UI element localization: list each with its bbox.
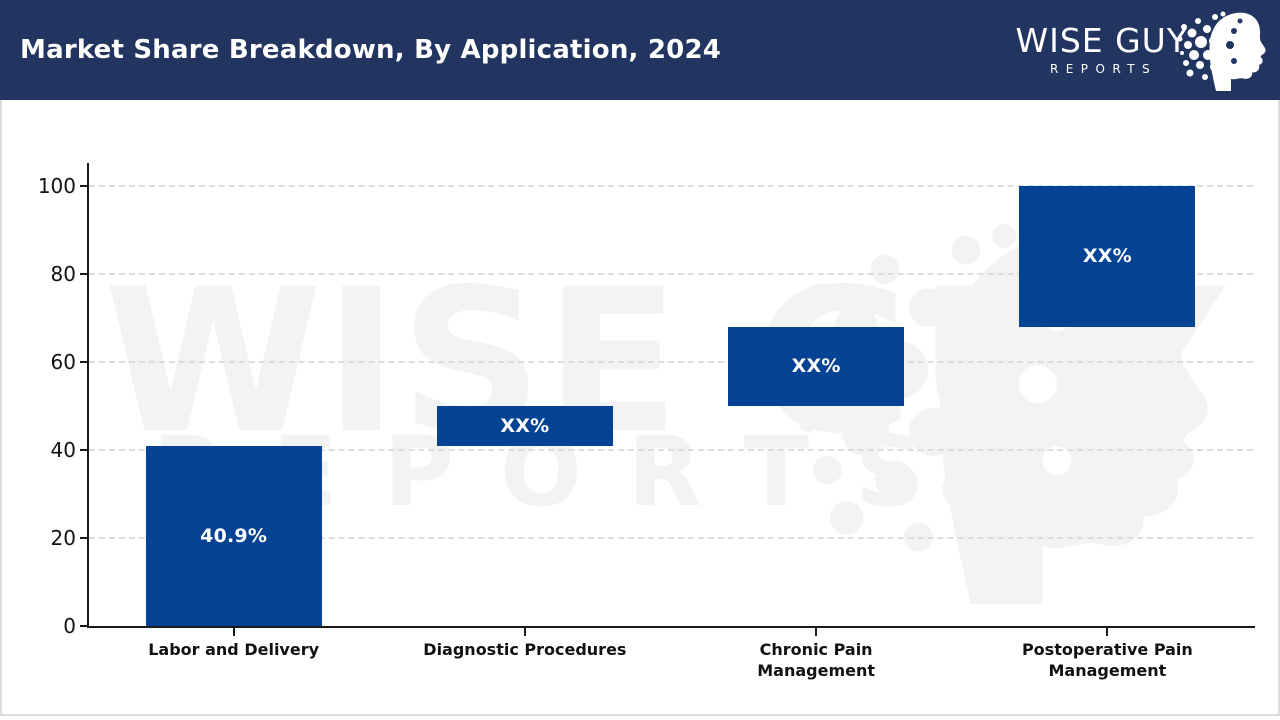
x-tick-3 — [815, 628, 818, 636]
gridline-20 — [89, 537, 1253, 539]
x-tick-1 — [232, 628, 235, 636]
y-axis-line — [87, 163, 89, 628]
logo-sub-text: REPORTS — [1049, 62, 1158, 76]
y-tick-20 — [80, 537, 88, 539]
y-tick-label-40: 40 — [50, 438, 76, 462]
bar-value-label-2: XX% — [500, 415, 550, 438]
gridline-40 — [89, 449, 1253, 451]
x-tick-2 — [523, 628, 526, 636]
bar-segment-1: 40.9% — [145, 446, 322, 626]
face-profile-icon — [1177, 11, 1266, 91]
category-label-3: Chronic Pain Management — [757, 640, 876, 680]
gridline-60 — [89, 361, 1253, 363]
y-tick-label-100: 100 — [37, 174, 76, 198]
y-tick-label-0: 0 — [63, 614, 76, 638]
bar-value-label-1: 40.9% — [200, 525, 268, 547]
y-tick-40 — [80, 449, 88, 451]
x-axis-line — [87, 626, 1255, 628]
category-label-4: Postoperative Pain Management — [1021, 640, 1193, 680]
y-tick-label-20: 20 — [50, 526, 76, 550]
category-label-2: Diagnostic Procedures — [423, 640, 627, 659]
wise-guy-logo: WISE GUY REPORTS — [1015, 8, 1266, 92]
logo-brand-text: WISE GUY — [1015, 21, 1188, 60]
gridline-80 — [89, 273, 1253, 275]
y-tick-80 — [80, 273, 88, 275]
y-tick-60 — [80, 361, 88, 363]
page-title: Market Share Breakdown, By Application, … — [20, 35, 722, 65]
bar-value-label-3: XX% — [791, 355, 841, 378]
bar-value-label-4: XX% — [1082, 245, 1132, 268]
x-tick-4 — [1106, 628, 1109, 636]
y-tick-100 — [80, 185, 88, 187]
header-bar: Market Share Breakdown, By Application, … — [0, 0, 1280, 100]
gridline-100 — [89, 185, 1253, 187]
category-label-1: Labor and Delivery — [148, 640, 320, 659]
bar-segment-3: XX% — [728, 326, 905, 406]
bar-segment-2: XX% — [436, 406, 613, 447]
y-tick-label-60: 60 — [50, 350, 76, 374]
y-tick-label-80: 80 — [50, 262, 76, 286]
y-tick-0 — [80, 625, 88, 627]
bar-segment-4: XX% — [1019, 186, 1196, 327]
waterfall-chart: 0 20 40 60 80 100 40.9% XX% XX% XX% Labor and Deli… — [0, 100, 1280, 718]
